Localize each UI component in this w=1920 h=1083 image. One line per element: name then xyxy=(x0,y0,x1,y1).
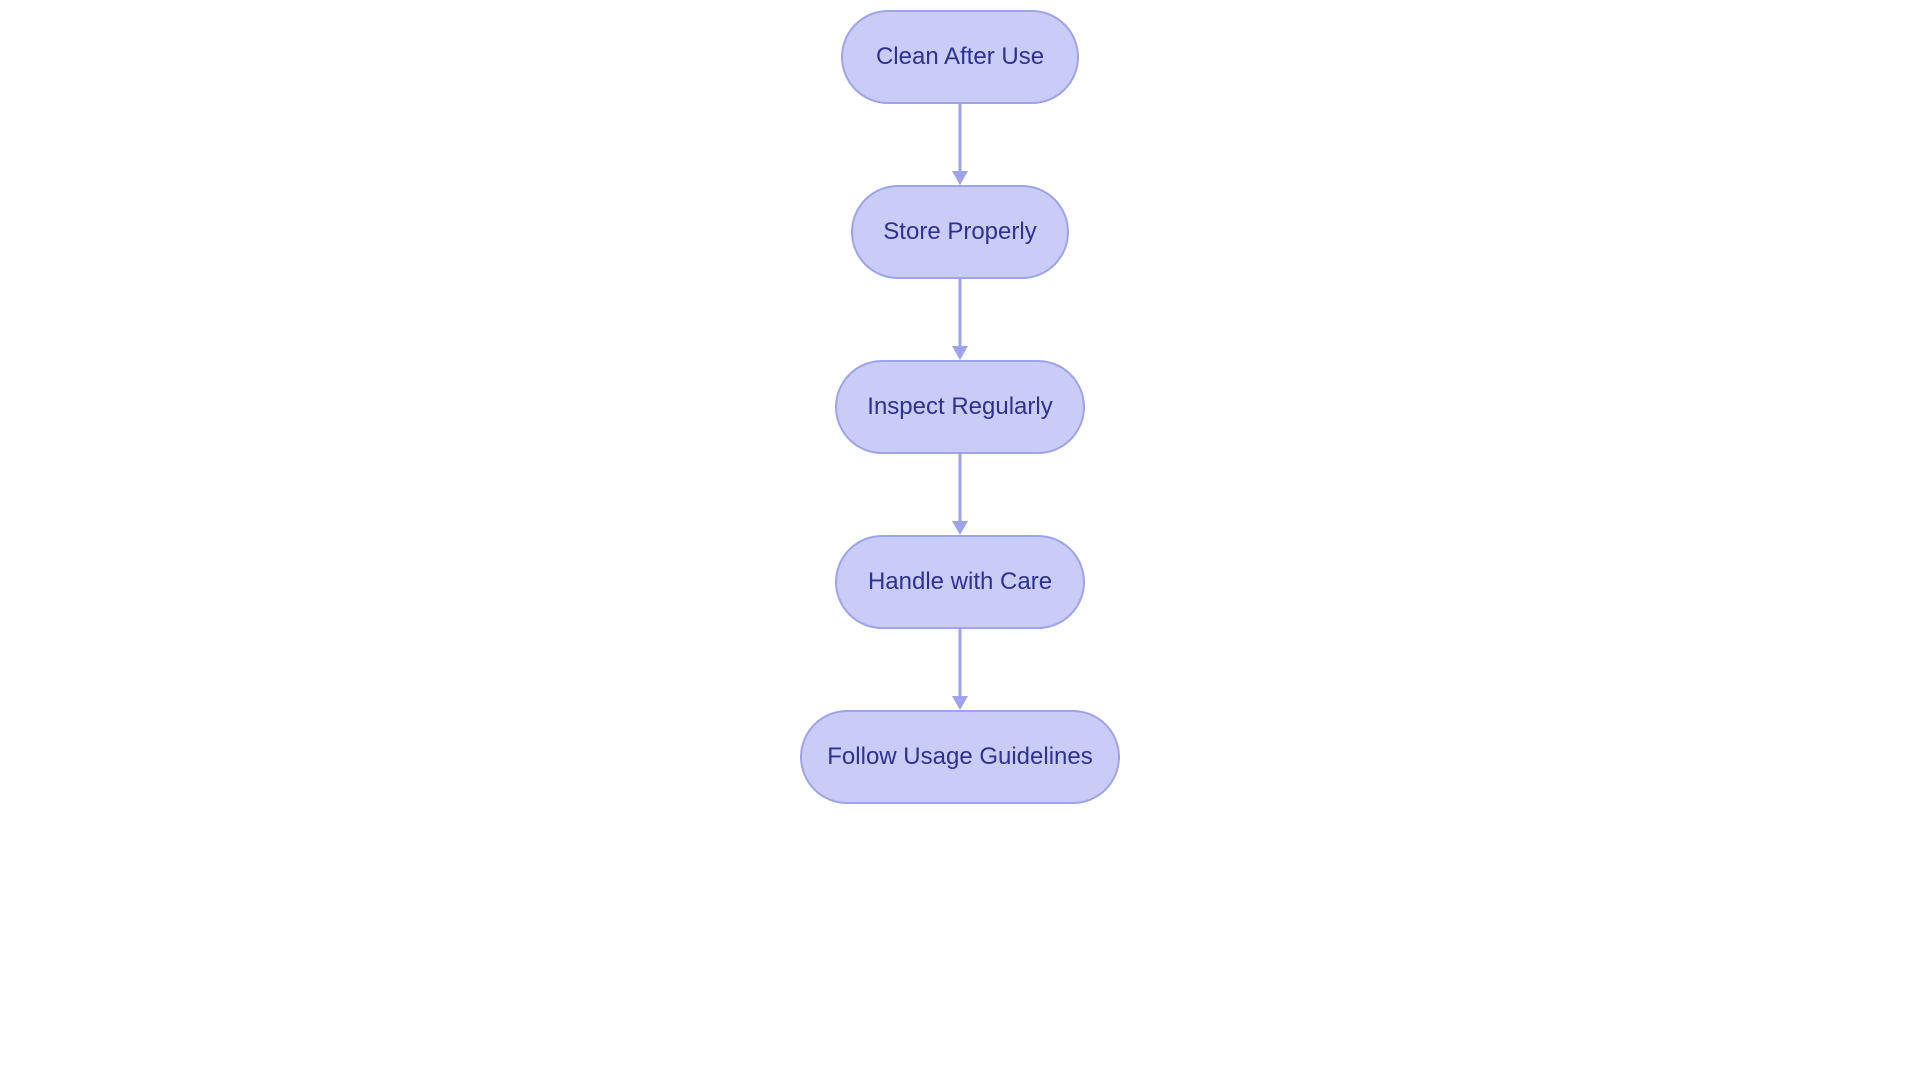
flowchart-node: Inspect Regularly xyxy=(835,360,1085,454)
flowchart-arrow-line xyxy=(959,104,962,171)
flowchart-arrow-line xyxy=(959,454,962,521)
flowchart-node-label: Inspect Regularly xyxy=(867,393,1052,421)
flowchart-arrow xyxy=(945,104,975,185)
flowchart-arrow xyxy=(945,454,975,535)
flowchart-node: Follow Usage Guidelines xyxy=(800,710,1120,804)
flowchart-arrow-head-icon xyxy=(952,521,968,535)
flowchart-node-label: Handle with Care xyxy=(868,568,1052,596)
flowchart-arrow-head-icon xyxy=(952,346,968,360)
flowchart-arrow-line xyxy=(959,279,962,346)
flowchart-arrow xyxy=(945,279,975,360)
flowchart-node-label: Store Properly xyxy=(883,218,1036,246)
flowchart-node-label: Clean After Use xyxy=(876,43,1044,71)
flowchart-arrow xyxy=(945,629,975,710)
flowchart-node: Handle with Care xyxy=(835,535,1085,629)
flowchart-node: Store Properly xyxy=(851,185,1069,279)
flowchart-container: Clean After Use Store Properly Inspect Reg… xyxy=(760,10,1160,810)
flowchart-node-label: Follow Usage Guidelines xyxy=(827,743,1092,771)
flowchart-node: Clean After Use xyxy=(841,10,1079,104)
flowchart-arrow-head-icon xyxy=(952,171,968,185)
flowchart-arrow-line xyxy=(959,629,962,696)
flowchart-arrow-head-icon xyxy=(952,696,968,710)
